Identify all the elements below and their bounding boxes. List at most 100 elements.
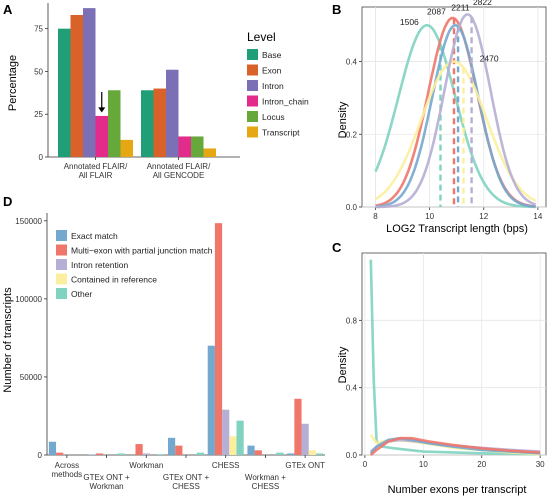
panel-a-x-tick-label: Annotated FLAIR/All FLAIR: [64, 162, 128, 180]
panel-a-bar: [166, 69, 179, 157]
panel-d-legend-label: Other: [71, 289, 92, 299]
panel-a-bar: [95, 115, 108, 157]
panel-letter-a: A: [3, 2, 13, 17]
panel-d-legend-key: [56, 230, 67, 241]
panel-a-legend-label: Base: [262, 50, 282, 60]
panel-d-bar: [254, 450, 262, 455]
panel-a-bar: [58, 28, 71, 157]
panel-c-x-tick-label: 10: [419, 460, 428, 469]
panel-d-y-tick-label: 100000: [15, 295, 42, 304]
panel-d-legend-key: [56, 288, 67, 299]
panel-a-legend-label: Intron_chain: [262, 97, 309, 107]
panel-d-bar: [175, 445, 183, 455]
panel-d-bar: [247, 445, 255, 455]
panel-d-bar: [229, 436, 237, 455]
panel-a-legend-key: [247, 49, 258, 60]
panel-d-bar: [135, 444, 143, 455]
panel-d-y-tick-label: 150000: [15, 217, 42, 226]
panel-b-y-tick-label: 0.0: [346, 203, 358, 212]
panel-d-bar: [157, 454, 165, 455]
panel-d-bar: [207, 345, 215, 455]
panel-d-legend-label: Intron retention: [71, 260, 128, 270]
panel-d-y-tick-label: 50000: [20, 373, 43, 382]
panel-b-x-axis-title: LOG2 Transcript length (bps): [386, 223, 528, 235]
panel-b-x-tick-label: 10: [425, 212, 434, 221]
panel-c-plot: 0 10 20 30 0.0 0.4 0.8: [346, 252, 547, 469]
panel-a-y-tick-label: 0: [39, 153, 44, 162]
panel-c-y-tick-label: 0.8: [346, 316, 358, 325]
panel-d-x-tick-label: CHESS: [212, 461, 240, 470]
panel-d-bar: [315, 453, 324, 455]
panel-c-x-tick-label: 30: [536, 460, 545, 469]
panel-b-median-label: 2822: [473, 0, 492, 7]
panel-a-legend-label: Locus: [262, 112, 285, 122]
panel-b-frame: [361, 6, 547, 208]
panel-a-bar: [141, 90, 154, 157]
panel-c-y-tick-label: 0.4: [346, 384, 358, 393]
panel-a-legend-label: Intron: [262, 81, 284, 91]
panel-d-legend-label: Contained in reference: [71, 275, 157, 285]
panel-a-bar: [191, 136, 204, 157]
panel-b-median-label: 2087: [427, 6, 446, 16]
panel-a-bar: [83, 8, 96, 158]
panel-b-density-curve: [375, 23, 536, 208]
panel-b-y-axis-title: Density: [337, 101, 349, 138]
panel-a-y-tick-label: 25: [34, 110, 43, 119]
panel-d-y-axis-title: Number of transcripts: [2, 287, 14, 393]
panel-d-x-tick-label: Workman: [129, 461, 163, 470]
panel-c-y-axis-title: Density: [337, 346, 349, 383]
panel-b-density-curve: [375, 13, 537, 209]
panel-d-legend-key: [56, 244, 67, 256]
panel-d-bar: [294, 398, 302, 455]
panel-c-x-tick-label: 20: [477, 460, 486, 469]
panel-d-bar: [222, 409, 230, 455]
panel-d-x-tick-label: GTEx ONT: [285, 461, 325, 470]
panel-d-bar: [117, 453, 125, 455]
panel-c-density-curve: [369, 436, 541, 456]
panel-d-bar: [56, 452, 64, 455]
panel-b-x-tick-label: 14: [533, 212, 542, 221]
panel-d-bar: [287, 453, 295, 455]
panel-letter-d: D: [3, 194, 12, 209]
panel-d-x-tick-label: GTEx ONT + CHESS: [163, 473, 210, 491]
panel-d-x-tick-label: Workman + CHESS: [245, 473, 286, 491]
panel-c-x-axis-title: Number exons per transcript: [388, 484, 527, 496]
panel-d-bar: [168, 437, 176, 455]
panel-b-x-tick-label: 12: [479, 212, 488, 221]
panel-a-bar: [120, 139, 133, 157]
panel-a-legend-label: Transcript: [262, 128, 300, 138]
panel-c-x-tick-label: 0: [363, 460, 368, 469]
panel-c-frame: [361, 252, 547, 456]
panel-b-median-label: 2470: [480, 54, 499, 64]
panel-a-legend-key: [247, 126, 258, 138]
panel-a-y-axis-title: Percentage: [7, 55, 19, 111]
panel-a-arrow-head: [98, 107, 106, 113]
panel-a-bar: [203, 148, 216, 157]
panel-a-x-tick-label: Annotated FLAIR/All GENCODE: [147, 162, 211, 180]
panel-d-legend-key: [56, 259, 67, 270]
panel-a-bar: [70, 14, 83, 157]
panel-d-legend-key: [56, 273, 67, 285]
panel-d-bar: [142, 453, 150, 455]
panel-a-bar: [178, 136, 191, 157]
panel-d-legend-label: Multi−exon with partial junction match: [71, 246, 213, 256]
panel-a-bar: [153, 88, 166, 157]
panel-b-plot: 8 10 12 14 0.0 0.2 0.4 1506 2087 2211 2470 2822: [346, 0, 547, 221]
panel-d-bar: [236, 420, 244, 455]
panel-a-legend-key: [247, 80, 258, 91]
panel-d-bar: [301, 423, 309, 455]
panel-a-legend-key: [247, 111, 258, 122]
panel-a-legend-label: Exon: [262, 66, 282, 76]
panel-d-bar: [276, 452, 284, 455]
panel-d-x-tick-label: Across methods: [52, 461, 83, 479]
panel-b-median-label: 1506: [400, 17, 419, 27]
panel-b-x-tick-label: 8: [373, 212, 378, 221]
panel-b-median-label: 2211: [451, 3, 470, 13]
panel-a-legend-key: [247, 64, 258, 76]
panel-a-y-tick-label: 75: [34, 25, 43, 34]
panel-a-bar: [108, 90, 121, 157]
panel-a-plot: 0 25 50 75 Annotated FLAIR/All FLAIR Annotate…: [34, 3, 309, 180]
panel-d-bar: [196, 452, 204, 455]
panel-a-legend-title: Level: [247, 30, 276, 44]
